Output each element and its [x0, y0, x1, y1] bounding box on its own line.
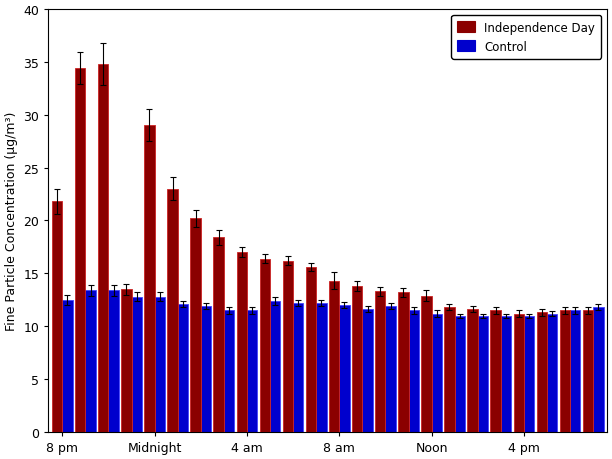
- Bar: [201, 307, 211, 432]
- Bar: [155, 297, 165, 432]
- Bar: [375, 292, 386, 432]
- Bar: [283, 261, 293, 432]
- Y-axis label: Fine Particle Concentration (μg/m³): Fine Particle Concentration (μg/m³): [5, 112, 18, 330]
- Bar: [570, 311, 580, 432]
- Bar: [537, 313, 547, 432]
- Bar: [593, 308, 603, 432]
- Bar: [398, 293, 408, 432]
- Bar: [444, 308, 455, 432]
- Bar: [259, 259, 270, 432]
- Bar: [431, 314, 442, 432]
- Bar: [468, 310, 478, 432]
- Bar: [547, 314, 558, 432]
- Bar: [62, 300, 73, 432]
- Bar: [144, 126, 155, 432]
- Bar: [583, 311, 593, 432]
- Bar: [513, 314, 524, 432]
- Bar: [408, 311, 419, 432]
- Bar: [75, 69, 86, 432]
- Bar: [501, 316, 511, 432]
- Bar: [421, 296, 431, 432]
- Bar: [329, 281, 339, 432]
- Bar: [316, 303, 327, 432]
- Bar: [270, 301, 280, 432]
- Legend: Independence Day, Control: Independence Day, Control: [451, 16, 601, 60]
- Bar: [121, 290, 132, 432]
- Bar: [490, 311, 501, 432]
- Bar: [524, 316, 534, 432]
- Bar: [247, 311, 257, 432]
- Bar: [167, 190, 177, 432]
- Bar: [339, 305, 349, 432]
- Bar: [98, 65, 108, 432]
- Bar: [224, 311, 234, 432]
- Bar: [177, 304, 188, 432]
- Bar: [306, 268, 316, 432]
- Bar: [190, 219, 201, 432]
- Bar: [86, 291, 95, 432]
- Bar: [478, 316, 488, 432]
- Bar: [132, 297, 142, 432]
- Bar: [362, 310, 373, 432]
- Bar: [293, 303, 304, 432]
- Bar: [386, 307, 396, 432]
- Bar: [52, 202, 62, 432]
- Bar: [352, 286, 362, 432]
- Bar: [455, 316, 465, 432]
- Bar: [237, 252, 247, 432]
- Bar: [560, 311, 570, 432]
- Bar: [108, 291, 119, 432]
- Bar: [214, 238, 224, 432]
